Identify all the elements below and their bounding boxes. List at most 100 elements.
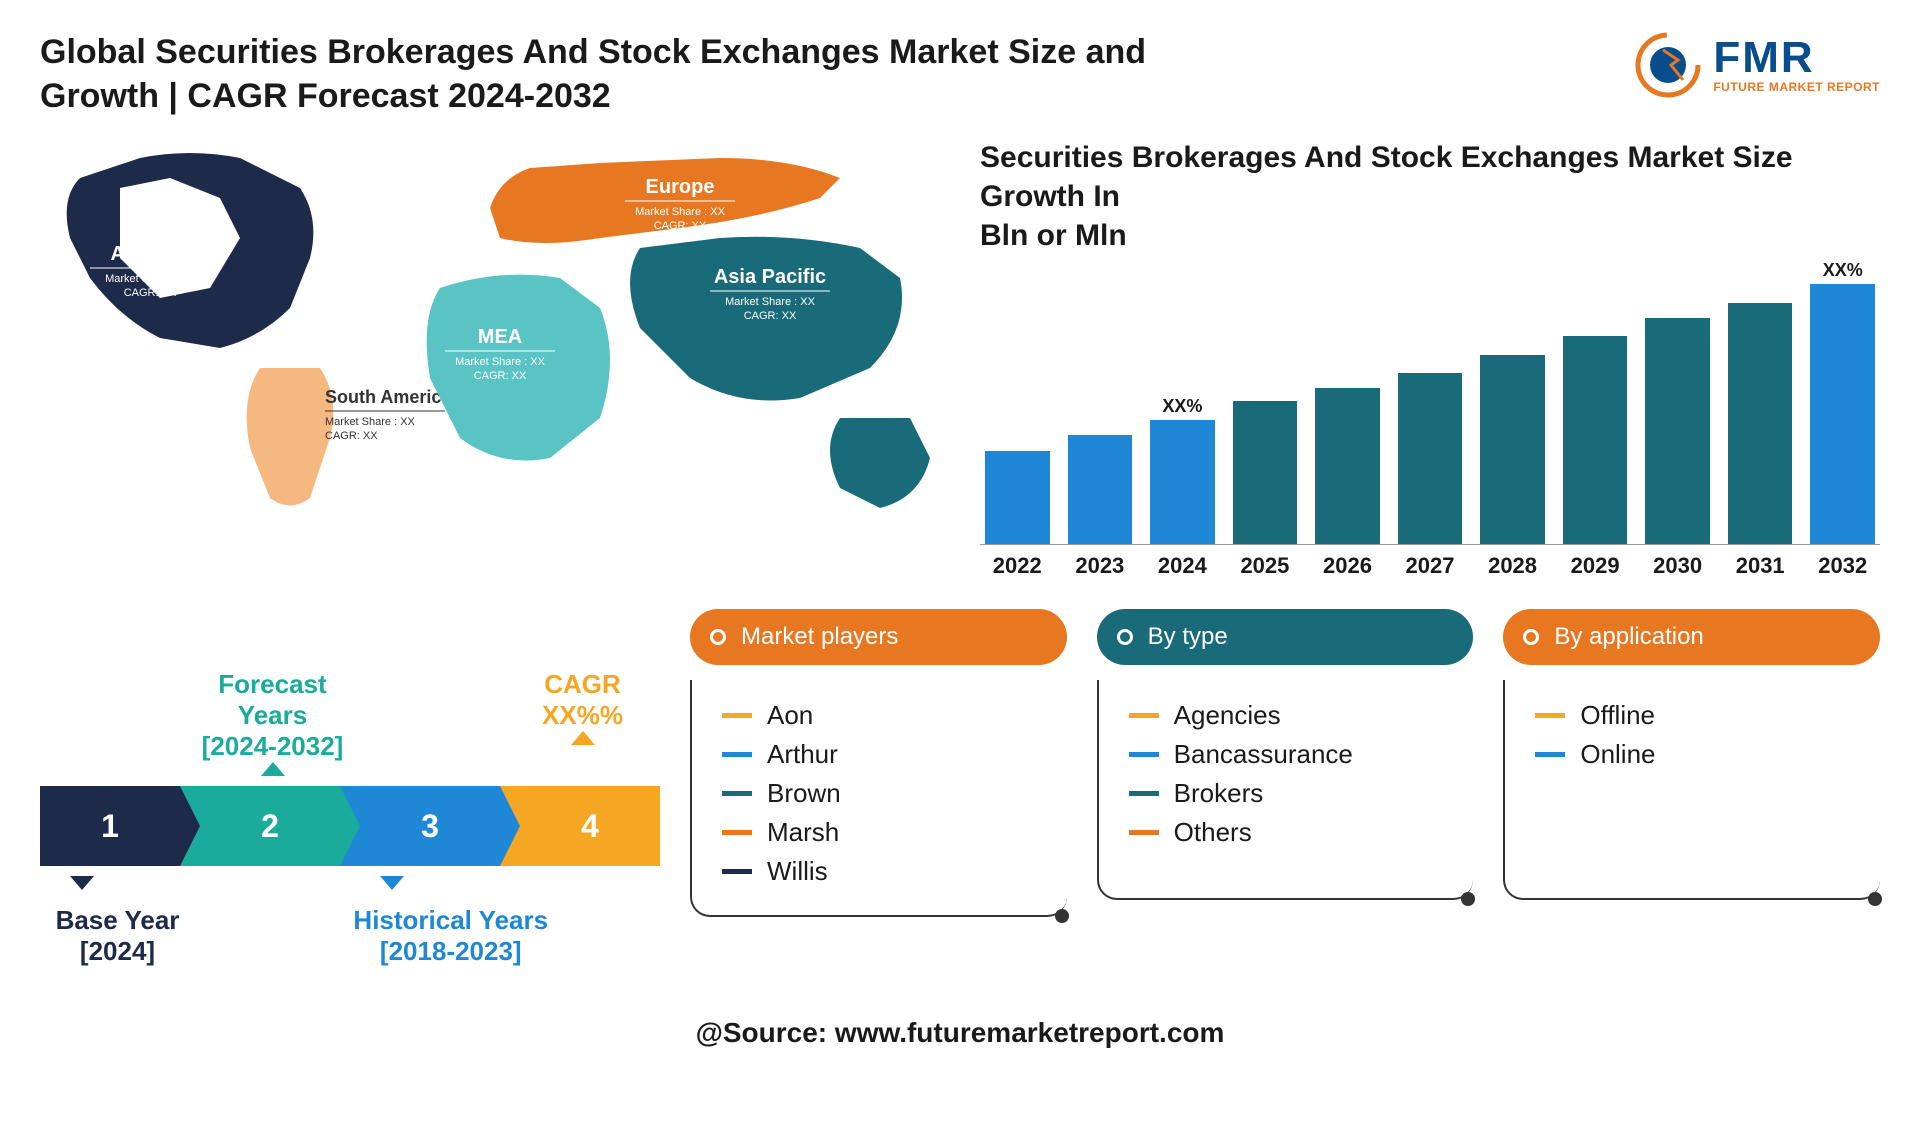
bar bbox=[1233, 401, 1298, 544]
list-item-label: Brown bbox=[767, 778, 841, 809]
list-item: Willis bbox=[722, 856, 1057, 887]
tl-base-sub: [2024] bbox=[40, 936, 195, 967]
tl-cagr-sub: XX%% bbox=[505, 700, 660, 731]
region-eu-label: Europe bbox=[646, 176, 715, 198]
bar-x-label: 2028 bbox=[1480, 553, 1545, 579]
timeline-seg-1: 1 bbox=[40, 786, 180, 866]
bar-column bbox=[1563, 336, 1628, 544]
color-swatch-icon bbox=[722, 713, 752, 718]
page-title: Global Securities Brokerages And Stock E… bbox=[40, 30, 1240, 118]
bar-x-label: 2026 bbox=[1315, 553, 1380, 579]
region-mea-label: MEA bbox=[478, 326, 522, 348]
category-column: Market players Aon Arthur Brown Marsh Willis bbox=[690, 609, 1067, 917]
category-list: Aon Arthur Brown Marsh Willis bbox=[690, 680, 1067, 917]
bar: XX% bbox=[1150, 420, 1215, 545]
bar-column bbox=[1315, 388, 1380, 544]
list-item: Others bbox=[1129, 817, 1464, 848]
region-eu-share: Market Share : XX bbox=[635, 206, 726, 218]
region-ap-share: Market Share : XX bbox=[725, 296, 816, 308]
tl-hist-sub: [2018-2023] bbox=[350, 936, 552, 967]
color-swatch-icon bbox=[1129, 830, 1159, 835]
bar-column: XX% bbox=[1150, 420, 1215, 545]
list-item-label: Arthur bbox=[767, 739, 838, 770]
category-header: Market players bbox=[690, 609, 1067, 665]
color-swatch-icon bbox=[722, 830, 752, 835]
list-item-label: Bancassurance bbox=[1174, 739, 1353, 770]
list-item: Agencies bbox=[1129, 700, 1464, 731]
logo-brand: FMR bbox=[1713, 36, 1880, 80]
bar-column bbox=[1398, 373, 1463, 545]
tl-forecast-sub: [2024-2032] bbox=[195, 731, 350, 762]
bar: XX% bbox=[1810, 284, 1875, 544]
bullet-icon bbox=[710, 629, 726, 645]
timeline-seg-3: 3 bbox=[340, 786, 500, 866]
category-header: By type bbox=[1097, 609, 1474, 665]
region-eu-cagr: CAGR: XX bbox=[654, 220, 707, 232]
chart-title: Securities Brokerages And Stock Exchange… bbox=[980, 138, 1880, 255]
bar-x-label: 2027 bbox=[1398, 553, 1463, 579]
bullet-icon bbox=[1523, 629, 1539, 645]
svg-text:CAGR: XX: CAGR: XX bbox=[474, 370, 527, 382]
region-sa-cagr: CAGR: XX bbox=[325, 430, 378, 442]
world-map: North America Market Share : XX CAGR: XX… bbox=[40, 138, 960, 518]
bottom-row: Forecast Years [2024-2032] CAGR XX%% 1 2… bbox=[40, 609, 1880, 967]
list-item-label: Agencies bbox=[1174, 700, 1281, 731]
bar-column: XX% bbox=[1810, 284, 1875, 544]
bar-x-label: 2025 bbox=[1233, 553, 1298, 579]
category-list: Offline Online bbox=[1503, 680, 1880, 900]
list-item-label: Others bbox=[1174, 817, 1252, 848]
arrow-down-icon bbox=[380, 876, 404, 890]
bar bbox=[985, 451, 1050, 545]
bar bbox=[1728, 303, 1793, 545]
list-item: Aon bbox=[722, 700, 1057, 731]
logo-tagline: FUTURE MARKET REPORT bbox=[1713, 80, 1880, 94]
list-item: Offline bbox=[1535, 700, 1870, 731]
bar-chart: Securities Brokerages And Stock Exchange… bbox=[980, 138, 1880, 579]
timeline-seg-4: 4 bbox=[500, 786, 660, 866]
svg-text:CAGR: XX: CAGR: XX bbox=[744, 310, 797, 322]
tl-cagr-title: CAGR bbox=[505, 669, 660, 700]
timeline: Forecast Years [2024-2032] CAGR XX%% 1 2… bbox=[40, 609, 660, 967]
bar-x-label: 2024 bbox=[1150, 553, 1215, 579]
list-item: Online bbox=[1535, 739, 1870, 770]
color-swatch-icon bbox=[1535, 752, 1565, 757]
logo: FMR FUTURE MARKET REPORT bbox=[1633, 30, 1880, 100]
region-sa-share: Market Share : XX bbox=[325, 416, 416, 428]
color-swatch-icon bbox=[722, 752, 752, 757]
category-header-label: By application bbox=[1554, 623, 1703, 651]
color-swatch-icon bbox=[722, 791, 752, 796]
color-swatch-icon bbox=[722, 869, 752, 874]
timeline-seg-2: 2 bbox=[180, 786, 340, 866]
list-item-label: Marsh bbox=[767, 817, 839, 848]
bar bbox=[1645, 318, 1710, 544]
bar-column bbox=[985, 451, 1050, 545]
chart-x-labels: 2022202320242025202620272028202920302031… bbox=[980, 553, 1880, 579]
color-swatch-icon bbox=[1535, 713, 1565, 718]
color-swatch-icon bbox=[1129, 713, 1159, 718]
bar bbox=[1398, 373, 1463, 545]
bar bbox=[1480, 355, 1545, 545]
region-na-label: North bbox=[126, 222, 174, 242]
list-item: Arthur bbox=[722, 739, 1057, 770]
list-item-label: Aon bbox=[767, 700, 813, 731]
bar-top-label: XX% bbox=[1823, 260, 1863, 281]
arrow-up-icon bbox=[571, 731, 595, 745]
arrow-up-icon bbox=[261, 762, 285, 776]
bar-x-label: 2031 bbox=[1728, 553, 1793, 579]
bar-x-label: 2023 bbox=[1068, 553, 1133, 579]
bullet-icon bbox=[1117, 629, 1133, 645]
bar-top-label: XX% bbox=[1162, 396, 1202, 417]
region-sa-label: South America bbox=[325, 387, 452, 407]
bar bbox=[1563, 336, 1628, 544]
tl-forecast-title: Forecast Years bbox=[195, 669, 350, 731]
header: Global Securities Brokerages And Stock E… bbox=[40, 30, 1880, 118]
bar-x-label: 2029 bbox=[1563, 553, 1628, 579]
category-column: By application Offline Online bbox=[1503, 609, 1880, 917]
bar-column bbox=[1068, 435, 1133, 544]
bar bbox=[1068, 435, 1133, 544]
bar-x-label: 2032 bbox=[1810, 553, 1875, 579]
bar-x-label: 2030 bbox=[1645, 553, 1710, 579]
region-ap-label: Asia Pacific bbox=[714, 266, 826, 288]
bar-column bbox=[1233, 401, 1298, 544]
arrow-down-icon bbox=[70, 876, 94, 890]
